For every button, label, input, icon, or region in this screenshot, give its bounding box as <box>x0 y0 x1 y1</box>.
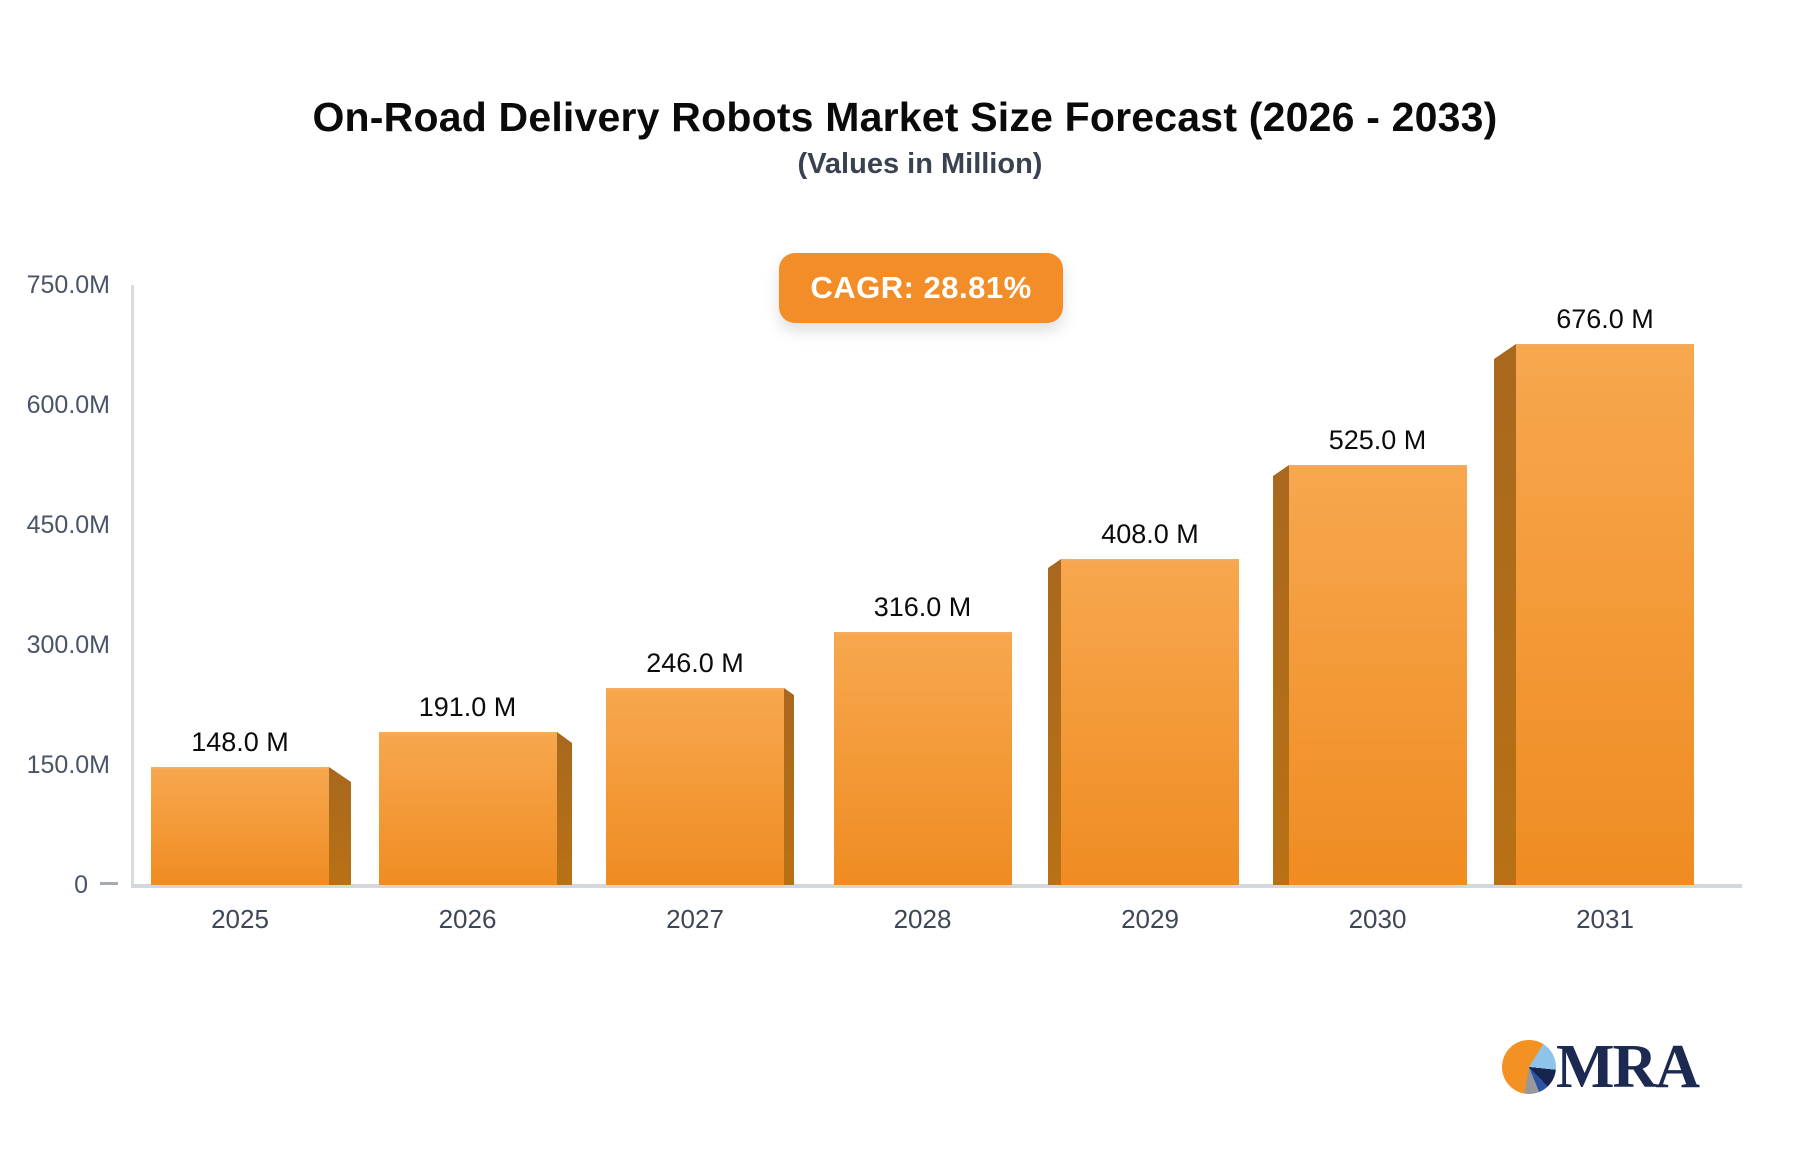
bar-value-label: 246.0 M <box>646 648 744 678</box>
pie-chart-logo-icon <box>1502 1040 1556 1094</box>
bar-value-label: 676.0 M <box>1556 304 1654 334</box>
bar-value-label: 148.0 M <box>191 727 289 757</box>
brand-logo: MRA <box>1500 1026 1760 1116</box>
zero-tick-dash-icon <box>100 882 118 885</box>
x-tick-label: 2026 <box>438 904 497 934</box>
bar-side-3d <box>1048 559 1061 885</box>
bar-side-3d <box>1494 344 1516 885</box>
logo-text: MRA <box>1556 1033 1700 1101</box>
bar-value-label: 525.0 M <box>1328 425 1427 455</box>
bar-value-label: 191.0 M <box>418 692 517 722</box>
y-tick-label: 450.0M <box>26 511 110 539</box>
bar-side-3d <box>329 767 351 885</box>
x-tick-label: 2029 <box>1121 904 1179 934</box>
y-tick-label: 600.0M <box>26 391 110 419</box>
bar-2028 <box>834 632 1012 885</box>
y-tick-label: 300.0M <box>26 631 110 659</box>
page-title: On-Road Delivery Robots Market Size Fore… <box>312 94 1498 140</box>
x-axis-line <box>131 884 1742 888</box>
bar-side-3d <box>557 732 572 885</box>
bar-value-label: 316.0 M <box>873 592 972 622</box>
bar-2030 <box>1289 465 1467 885</box>
cagr-badge: CAGR: 28.81% <box>779 253 1063 323</box>
bar-2031 <box>1516 344 1694 885</box>
x-tick-label: 2030 <box>1348 904 1407 934</box>
bar-side-3d <box>1273 465 1289 885</box>
bar-2029 <box>1061 559 1239 885</box>
x-tick-label: 2027 <box>666 904 724 934</box>
y-tick-label: 150.0M <box>26 751 110 779</box>
bar-2026 <box>379 732 557 885</box>
x-tick-label: 2031 <box>1576 904 1634 934</box>
y-axis-line <box>131 285 134 887</box>
x-tick-label: 2028 <box>893 904 952 934</box>
bar-value-label: 408.0 M <box>1101 519 1199 549</box>
bar-2027 <box>606 688 784 885</box>
page-subtitle: (Values in Million) <box>797 148 1043 180</box>
bar-2025 <box>151 767 329 885</box>
y-tick-label: 0 <box>74 871 88 899</box>
bar-side-3d <box>784 688 794 885</box>
x-tick-label: 2025 <box>211 904 269 934</box>
y-tick-label: 750.0M <box>26 271 110 299</box>
